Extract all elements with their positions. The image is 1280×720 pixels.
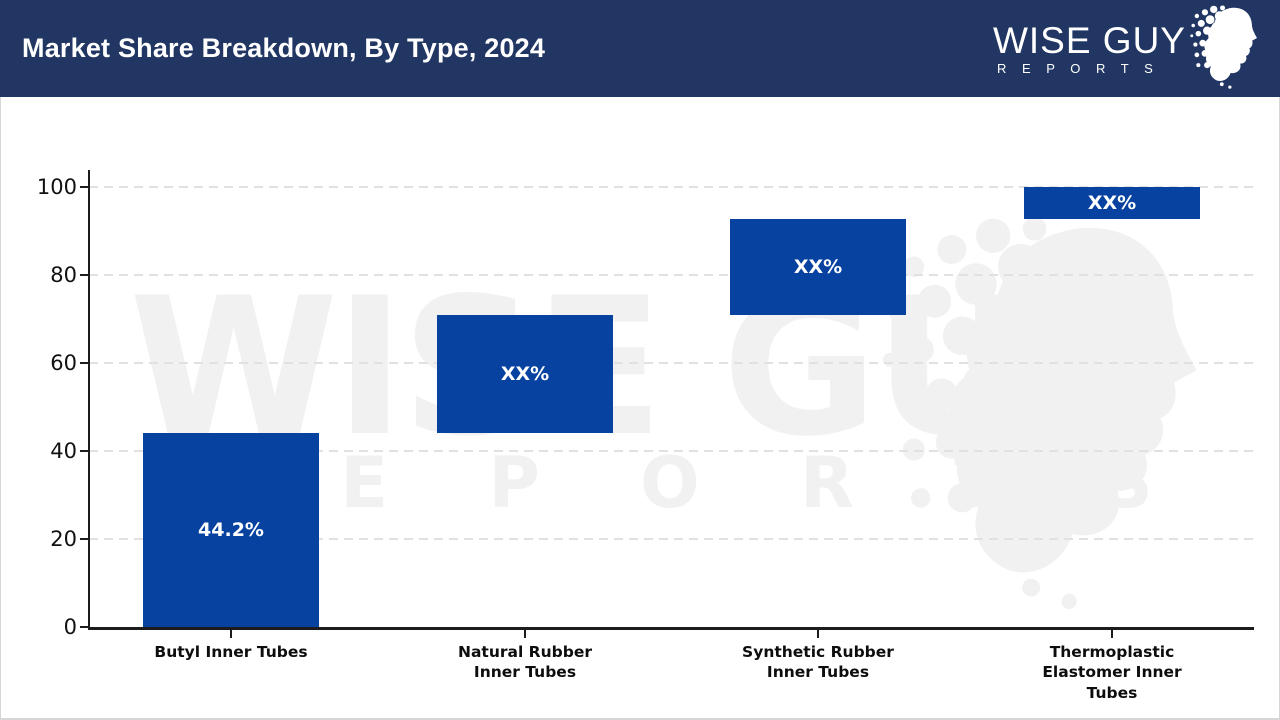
y-tick-label: 100 [36,175,77,199]
y-axis-tick [80,274,89,276]
x-category-label: Synthetic Rubber Inner Tubes [742,643,894,682]
y-axis-line [88,170,90,630]
header-bar: Market Share Breakdown, By Type, 2024 WI… [0,0,1280,97]
waterfall-bar-2: XX% [437,314,613,433]
y-tick-label: 60 [50,351,77,375]
y-tick-label: 40 [50,439,77,463]
x-axis-line [88,627,1254,630]
x-axis-tick [524,630,526,638]
wiseguy-logo: WISE GUY R E P O R T S [993,4,1266,93]
chart-title: Market Share Breakdown, By Type, 2024 [22,33,546,63]
gridline-80 [89,274,1254,276]
y-tick-label: 0 [63,615,77,639]
gridline-40 [89,450,1254,452]
waterfall-bar-3: XX% [730,218,906,315]
x-axis-tick [817,630,819,638]
chart-area: WISE GUY R E P O R T S 0 20 40 60 80 100 44.2% [0,97,1280,720]
y-tick-label: 80 [50,263,77,287]
bar-value-label: XX% [500,362,550,385]
y-axis-tick [80,626,89,628]
gridline-60 [89,362,1254,364]
plot-region: 0 20 40 60 80 100 44.2% Butyl Inner Tubes XX% Nat… [1,97,1279,718]
waterfall-bar-4: XX% [1024,187,1200,219]
bar-value-label: XX% [793,255,843,278]
x-category-label: Butyl Inner Tubes [154,643,308,661]
y-axis-tick [80,186,89,188]
logo-text: WISE GUY R E P O R T S [993,22,1186,75]
x-axis-tick [230,630,232,638]
x-category-label: Thermoplastic Elastomer Inner Tubes [1042,643,1182,702]
face-dots-icon [1190,4,1257,89]
y-tick-label: 20 [50,527,77,551]
y-axis-tick [80,450,89,452]
y-axis-tick [80,362,89,364]
logo-wordmark: WISE GUY [992,20,1186,61]
x-category-label: Natural Rubber Inner Tubes [457,643,592,682]
waterfall-bar-1: 44.2% [143,432,319,627]
y-axis-tick [80,538,89,540]
bar-value-label: 44.2% [198,518,264,541]
bar-value-label: XX% [1087,191,1137,214]
watermark-face-dots-icon [882,217,1197,609]
gridline-20 [89,538,1254,540]
logo-subtext: R E P O R T S [996,61,1159,76]
gridline-100 [89,186,1254,188]
x-axis-tick [1111,630,1113,638]
